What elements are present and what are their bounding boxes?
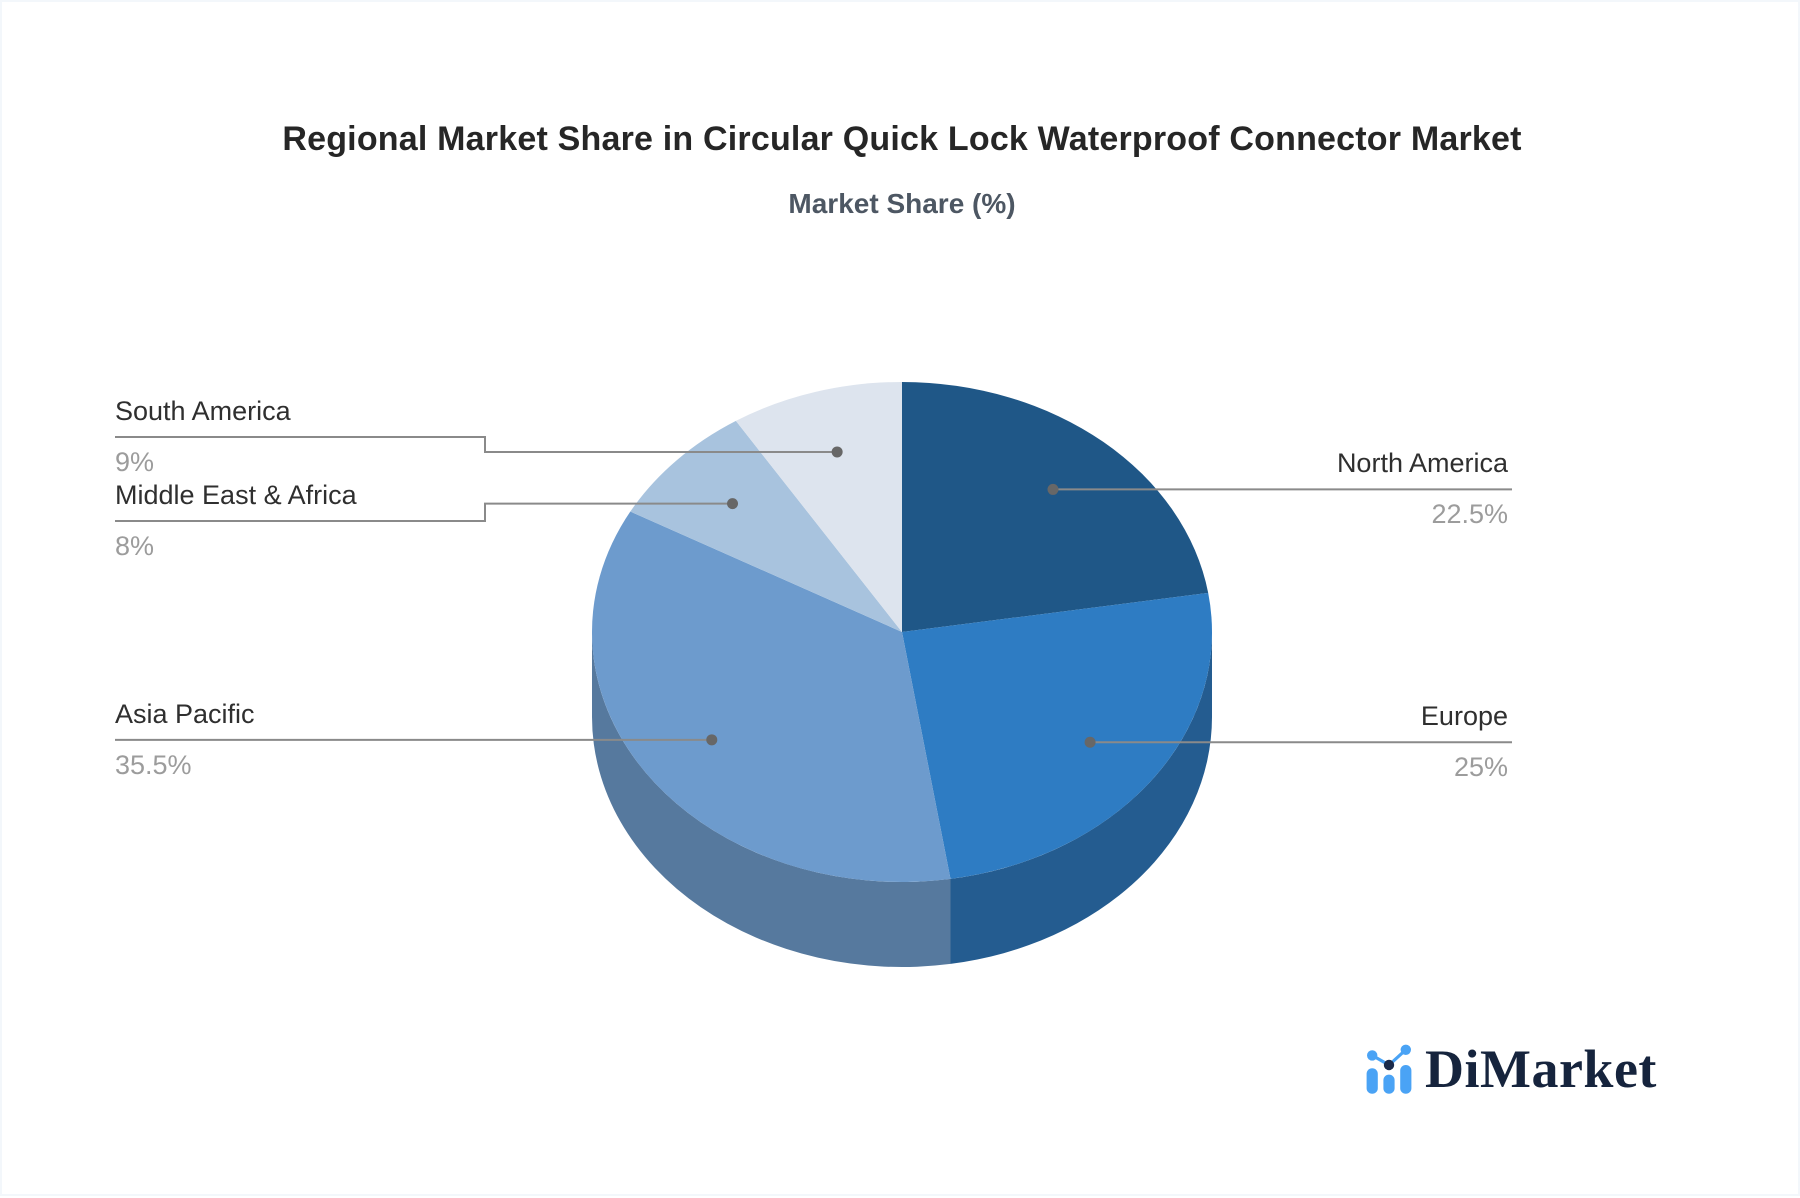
chart-subtitle: Market Share (%) bbox=[788, 188, 1016, 219]
label-dot-middle-east-africa bbox=[727, 498, 739, 510]
slice-value-south-america: 9% bbox=[115, 447, 155, 477]
slice-label-middle-east-africa: Middle East & Africa bbox=[115, 480, 357, 510]
slice-value-middle-east-africa: 8% bbox=[115, 531, 155, 561]
bar-chart-logo-icon bbox=[1366, 1044, 1412, 1094]
pie-slice-side-europe bbox=[950, 632, 1212, 964]
pie-slice-middle-east-africa[interactable] bbox=[630, 420, 902, 632]
label-dot-south-america bbox=[831, 446, 843, 458]
label-dot-north-america bbox=[1047, 483, 1059, 495]
pie-slice-asia-pacific[interactable] bbox=[592, 511, 951, 882]
slice-value-europe: 25% bbox=[1453, 752, 1508, 783]
dimarket-logo-text: DiMarket bbox=[1425, 1039, 1657, 1099]
pie-slice-europe[interactable] bbox=[902, 592, 1212, 879]
slice-label-asia-pacific: Asia Pacific bbox=[115, 698, 255, 729]
slice-label-north-america: North America bbox=[1336, 448, 1508, 479]
pie-slice-side-asia-pacific bbox=[591, 632, 951, 967]
pie-slice-north-america[interactable] bbox=[902, 382, 1209, 632]
chart-title: Regional Market Share in Circular Quick … bbox=[282, 120, 1522, 158]
slice-label-south-america: South America bbox=[115, 396, 291, 426]
slice-label-europe: Europe bbox=[1420, 701, 1508, 732]
slice-value-north-america: 22.5% bbox=[1431, 499, 1508, 530]
label-dot-asia-pacific bbox=[706, 734, 718, 746]
slice-value-asia-pacific: 35.5% bbox=[115, 749, 192, 780]
pie-slice-south-america[interactable] bbox=[735, 382, 902, 632]
label-connector-middle-east-africa bbox=[115, 502, 733, 522]
label-connector-south-america bbox=[115, 436, 838, 453]
label-dot-europe bbox=[1084, 736, 1096, 748]
dimarket-logo: DiMarket bbox=[1365, 1034, 1665, 1104]
